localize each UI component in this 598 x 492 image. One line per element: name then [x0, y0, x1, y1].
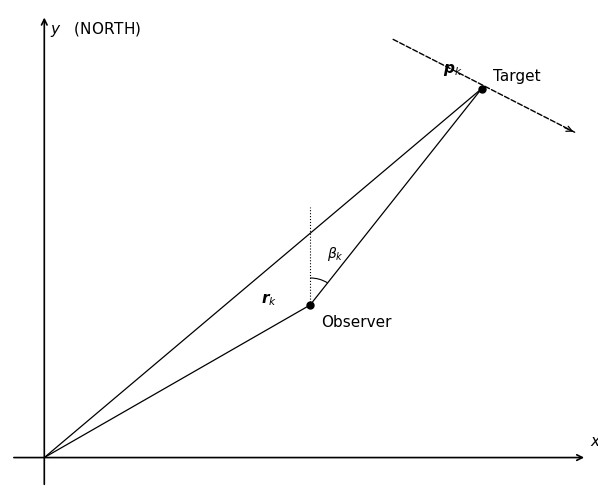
Text: $x$  (E: $x$ (E — [590, 432, 598, 450]
Text: $\beta_k$: $\beta_k$ — [327, 245, 344, 263]
Text: $\boldsymbol{r}_k$: $\boldsymbol{r}_k$ — [261, 292, 277, 308]
Text: Observer: Observer — [321, 315, 392, 330]
Text: Target: Target — [493, 69, 541, 84]
Text: $\boldsymbol{p}_k$: $\boldsymbol{p}_k$ — [443, 62, 462, 78]
Text: $y$   (NORTH): $y$ (NORTH) — [50, 20, 141, 39]
